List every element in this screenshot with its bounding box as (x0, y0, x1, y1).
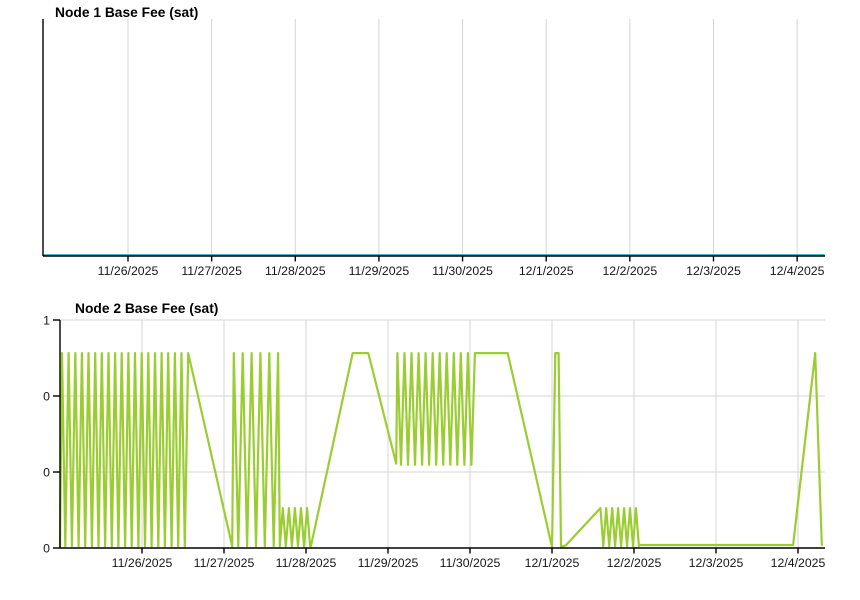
x-tick-label: 12/2/2025 (602, 264, 657, 278)
node2-chart-title: Node 2 Base Fee (sat) (75, 301, 218, 316)
y-tick-label: 0 (43, 466, 50, 480)
node1-chart-title: Node 1 Base Fee (sat) (55, 5, 198, 20)
x-tick-label: 11/30/2025 (432, 264, 493, 278)
x-tick-label: 11/29/2025 (349, 264, 410, 278)
node2-base-fee-chart[interactable]: 11/26/2025 11/27/2025 11/28/2025 11/29/2025… (43, 301, 825, 570)
x-tick-label: 12/4/2025 (770, 264, 825, 278)
node1-base-fee-chart[interactable]: 11/26/2025 11/27/2025 11/28/2025 11/29/2025… (42, 5, 826, 278)
x-tick-label: 12/3/2025 (689, 556, 744, 570)
x-tick-label: 12/1/2025 (519, 264, 574, 278)
fee-series-line (58, 352, 823, 549)
x-tick-label: 12/2/2025 (607, 556, 662, 570)
x-tick-label: 11/28/2025 (276, 556, 337, 570)
x-tick-label: 11/26/2025 (112, 556, 173, 570)
x-tick-label: 11/28/2025 (265, 264, 326, 278)
x-tick-label: 11/26/2025 (98, 264, 159, 278)
y-tick-label: 1 (43, 314, 50, 328)
x-tick-label: 11/27/2025 (181, 264, 242, 278)
x-tick-label: 11/30/2025 (440, 556, 501, 570)
y-tick-label: 0 (43, 542, 50, 556)
y-tick-label: 0 (43, 389, 50, 403)
x-tick-label: 11/27/2025 (194, 556, 255, 570)
x-tick-label: 12/3/2025 (686, 264, 741, 278)
x-tick-label: 12/4/2025 (771, 556, 826, 570)
x-tick-label: 12/1/2025 (525, 556, 580, 570)
x-tick-label: 11/29/2025 (358, 556, 419, 570)
